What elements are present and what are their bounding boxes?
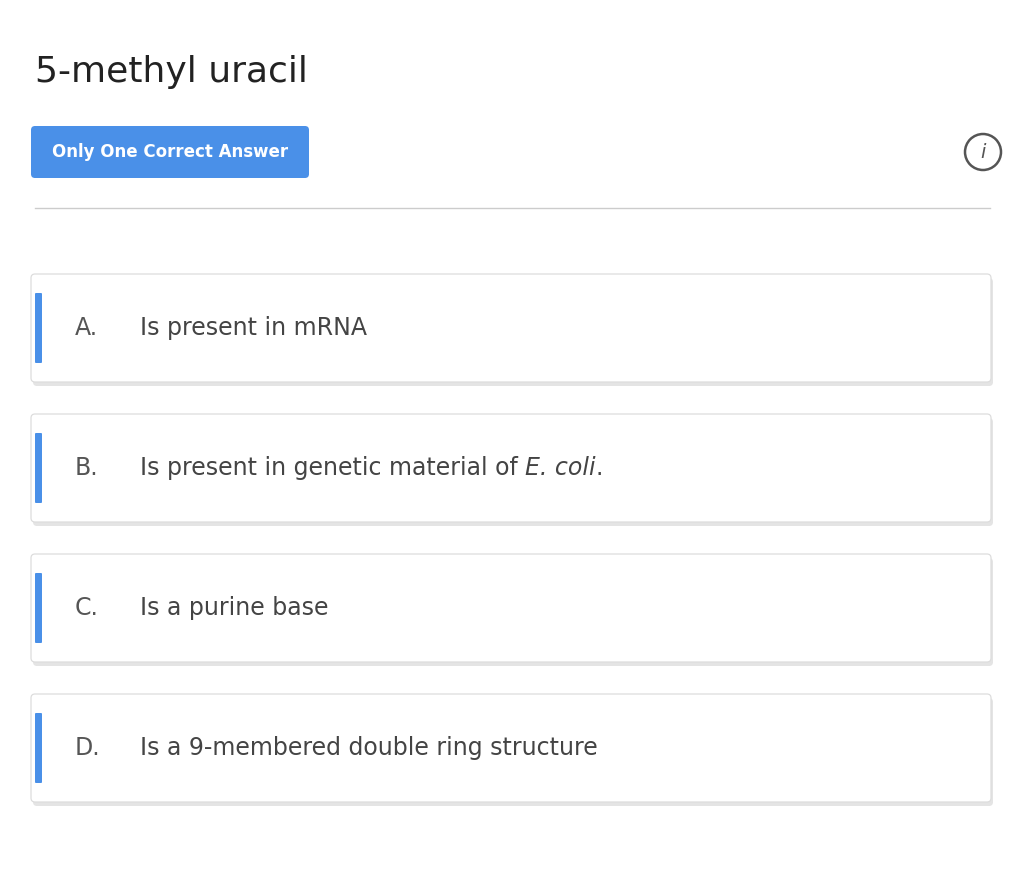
FancyBboxPatch shape: [31, 126, 309, 178]
Text: A.: A.: [75, 316, 98, 340]
FancyBboxPatch shape: [33, 278, 993, 386]
Text: .: .: [596, 456, 603, 480]
FancyBboxPatch shape: [33, 698, 993, 806]
FancyBboxPatch shape: [31, 414, 991, 522]
FancyBboxPatch shape: [33, 418, 993, 526]
FancyBboxPatch shape: [35, 293, 42, 363]
FancyBboxPatch shape: [31, 274, 991, 382]
Text: D.: D.: [75, 736, 100, 760]
Text: Is present in mRNA: Is present in mRNA: [140, 316, 367, 340]
FancyBboxPatch shape: [31, 694, 991, 802]
FancyBboxPatch shape: [35, 713, 42, 783]
FancyBboxPatch shape: [33, 558, 993, 666]
FancyBboxPatch shape: [35, 433, 42, 503]
FancyBboxPatch shape: [35, 573, 42, 643]
Text: Is present in genetic material of: Is present in genetic material of: [140, 456, 525, 480]
Text: E. coli: E. coli: [525, 456, 596, 480]
Text: B.: B.: [75, 456, 98, 480]
Text: C.: C.: [75, 596, 99, 620]
Text: Is a purine base: Is a purine base: [140, 596, 329, 620]
Text: Is a 9-membered double ring structure: Is a 9-membered double ring structure: [140, 736, 598, 760]
FancyBboxPatch shape: [31, 554, 991, 662]
Text: Only One Correct Answer: Only One Correct Answer: [52, 143, 288, 161]
Text: i: i: [980, 142, 986, 162]
Text: 5-methyl uracil: 5-methyl uracil: [35, 55, 308, 89]
